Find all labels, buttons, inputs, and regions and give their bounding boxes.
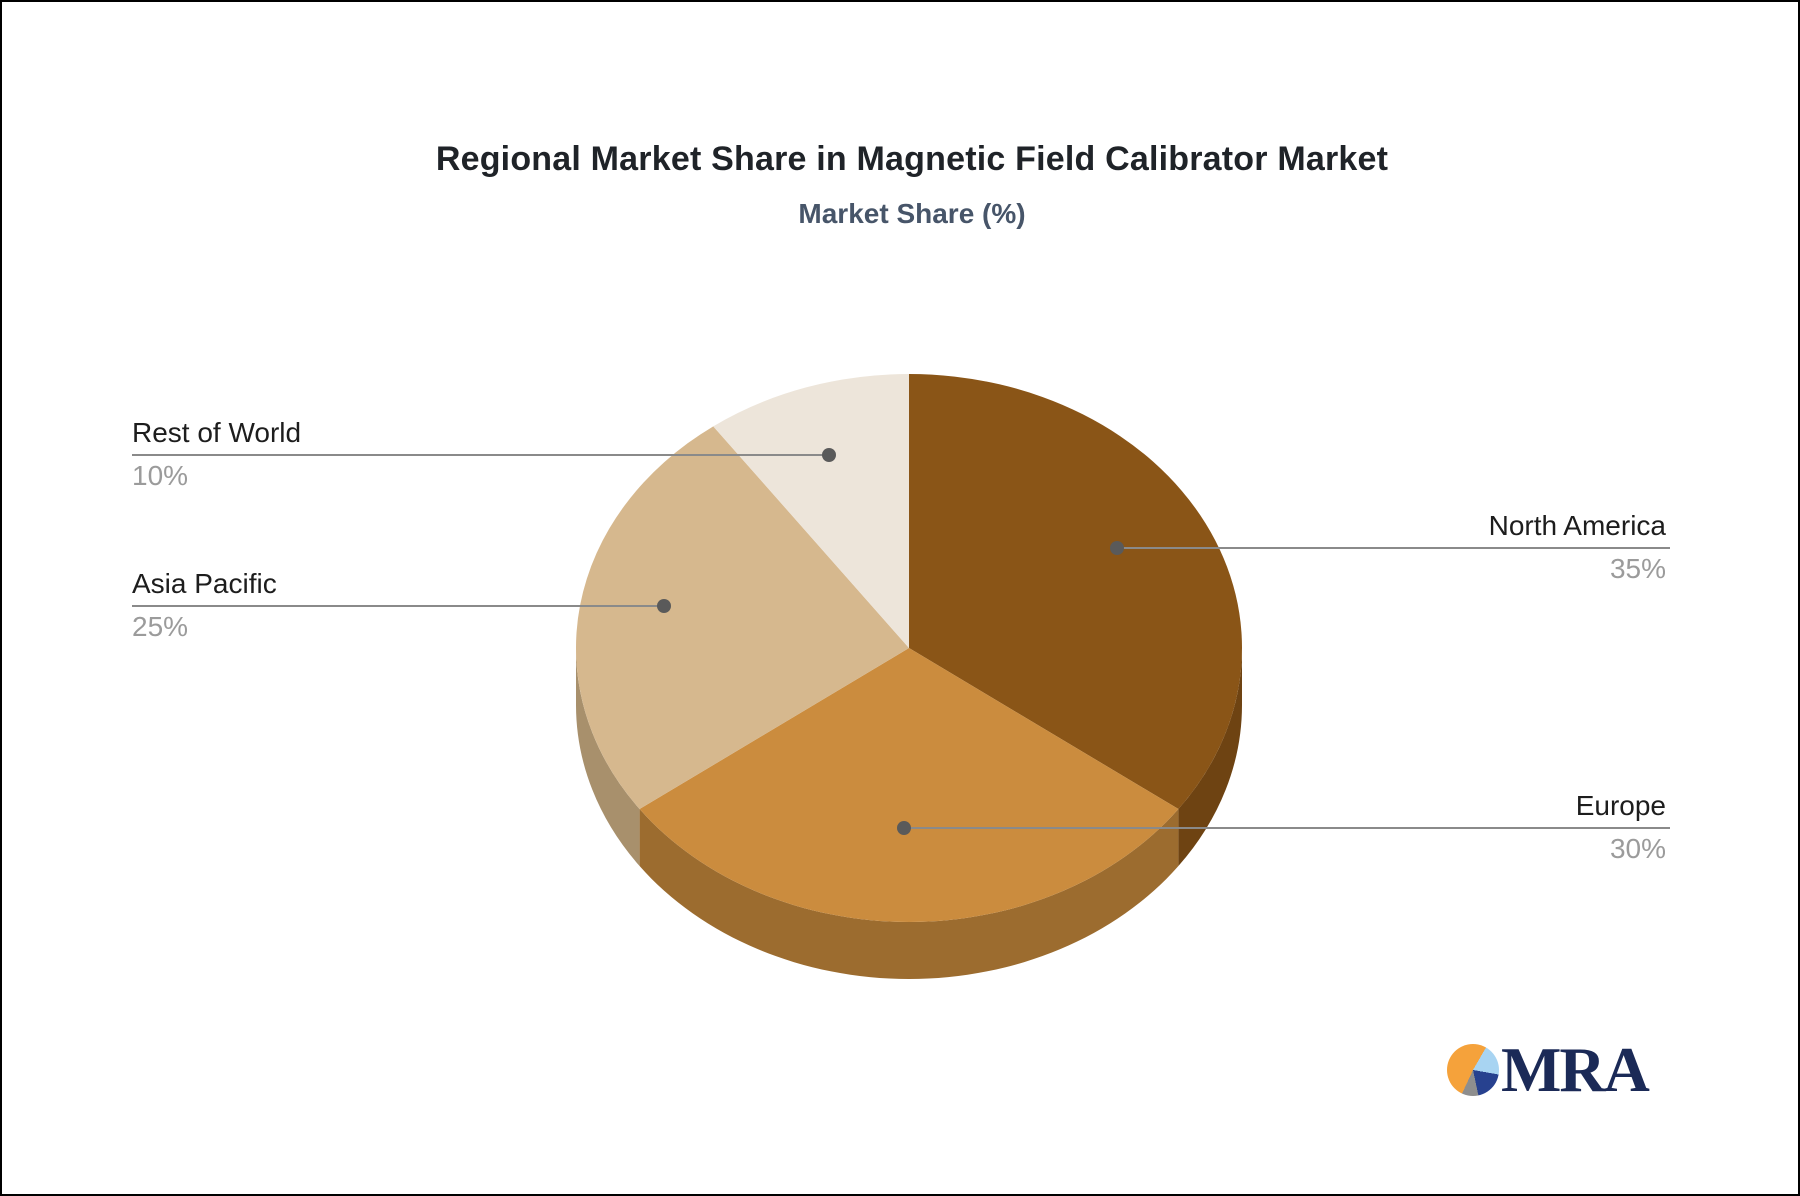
logo-pie-icon: [1447, 1044, 1499, 1096]
pie-slice-europe[interactable]: [639, 648, 1179, 923]
callout-dot-europe: [897, 821, 911, 835]
pie-slice-side-europe: [639, 809, 1179, 980]
chart-subtitle: Market Share (%): [798, 198, 1026, 229]
chart-title: Regional Market Share in Magnetic Field …: [435, 140, 1389, 178]
pie-slice-asia-pacific[interactable]: [576, 426, 909, 810]
logo-text: MRA: [1501, 1034, 1650, 1105]
callout-label-north-america: North America: [1488, 510, 1666, 541]
callout-value-north-america: 35%: [1609, 553, 1666, 584]
callout-label-europe: Europe: [1575, 790, 1666, 821]
callout-label-rest-of-world: Rest of World: [132, 417, 302, 448]
callout-dot-north-america: [1110, 541, 1124, 555]
callout-label-asia-pacific: Asia Pacific: [132, 568, 277, 599]
pie-slice-side-north-america: [1178, 648, 1242, 867]
callout-dot-asia-pacific: [657, 599, 671, 613]
callout-value-asia-pacific: 25%: [132, 611, 189, 642]
pie-slice-rest-of-world[interactable]: [713, 374, 909, 648]
callout-value-europe: 30%: [1609, 833, 1666, 864]
mra-logo: MRA: [1447, 1034, 1650, 1105]
callout-dot-rest-of-world: [822, 448, 836, 462]
pie-slice-north-america[interactable]: [909, 374, 1243, 810]
pie-slice-side-asia-pacific: [576, 648, 640, 867]
callout-value-rest-of-world: 10%: [132, 460, 189, 491]
